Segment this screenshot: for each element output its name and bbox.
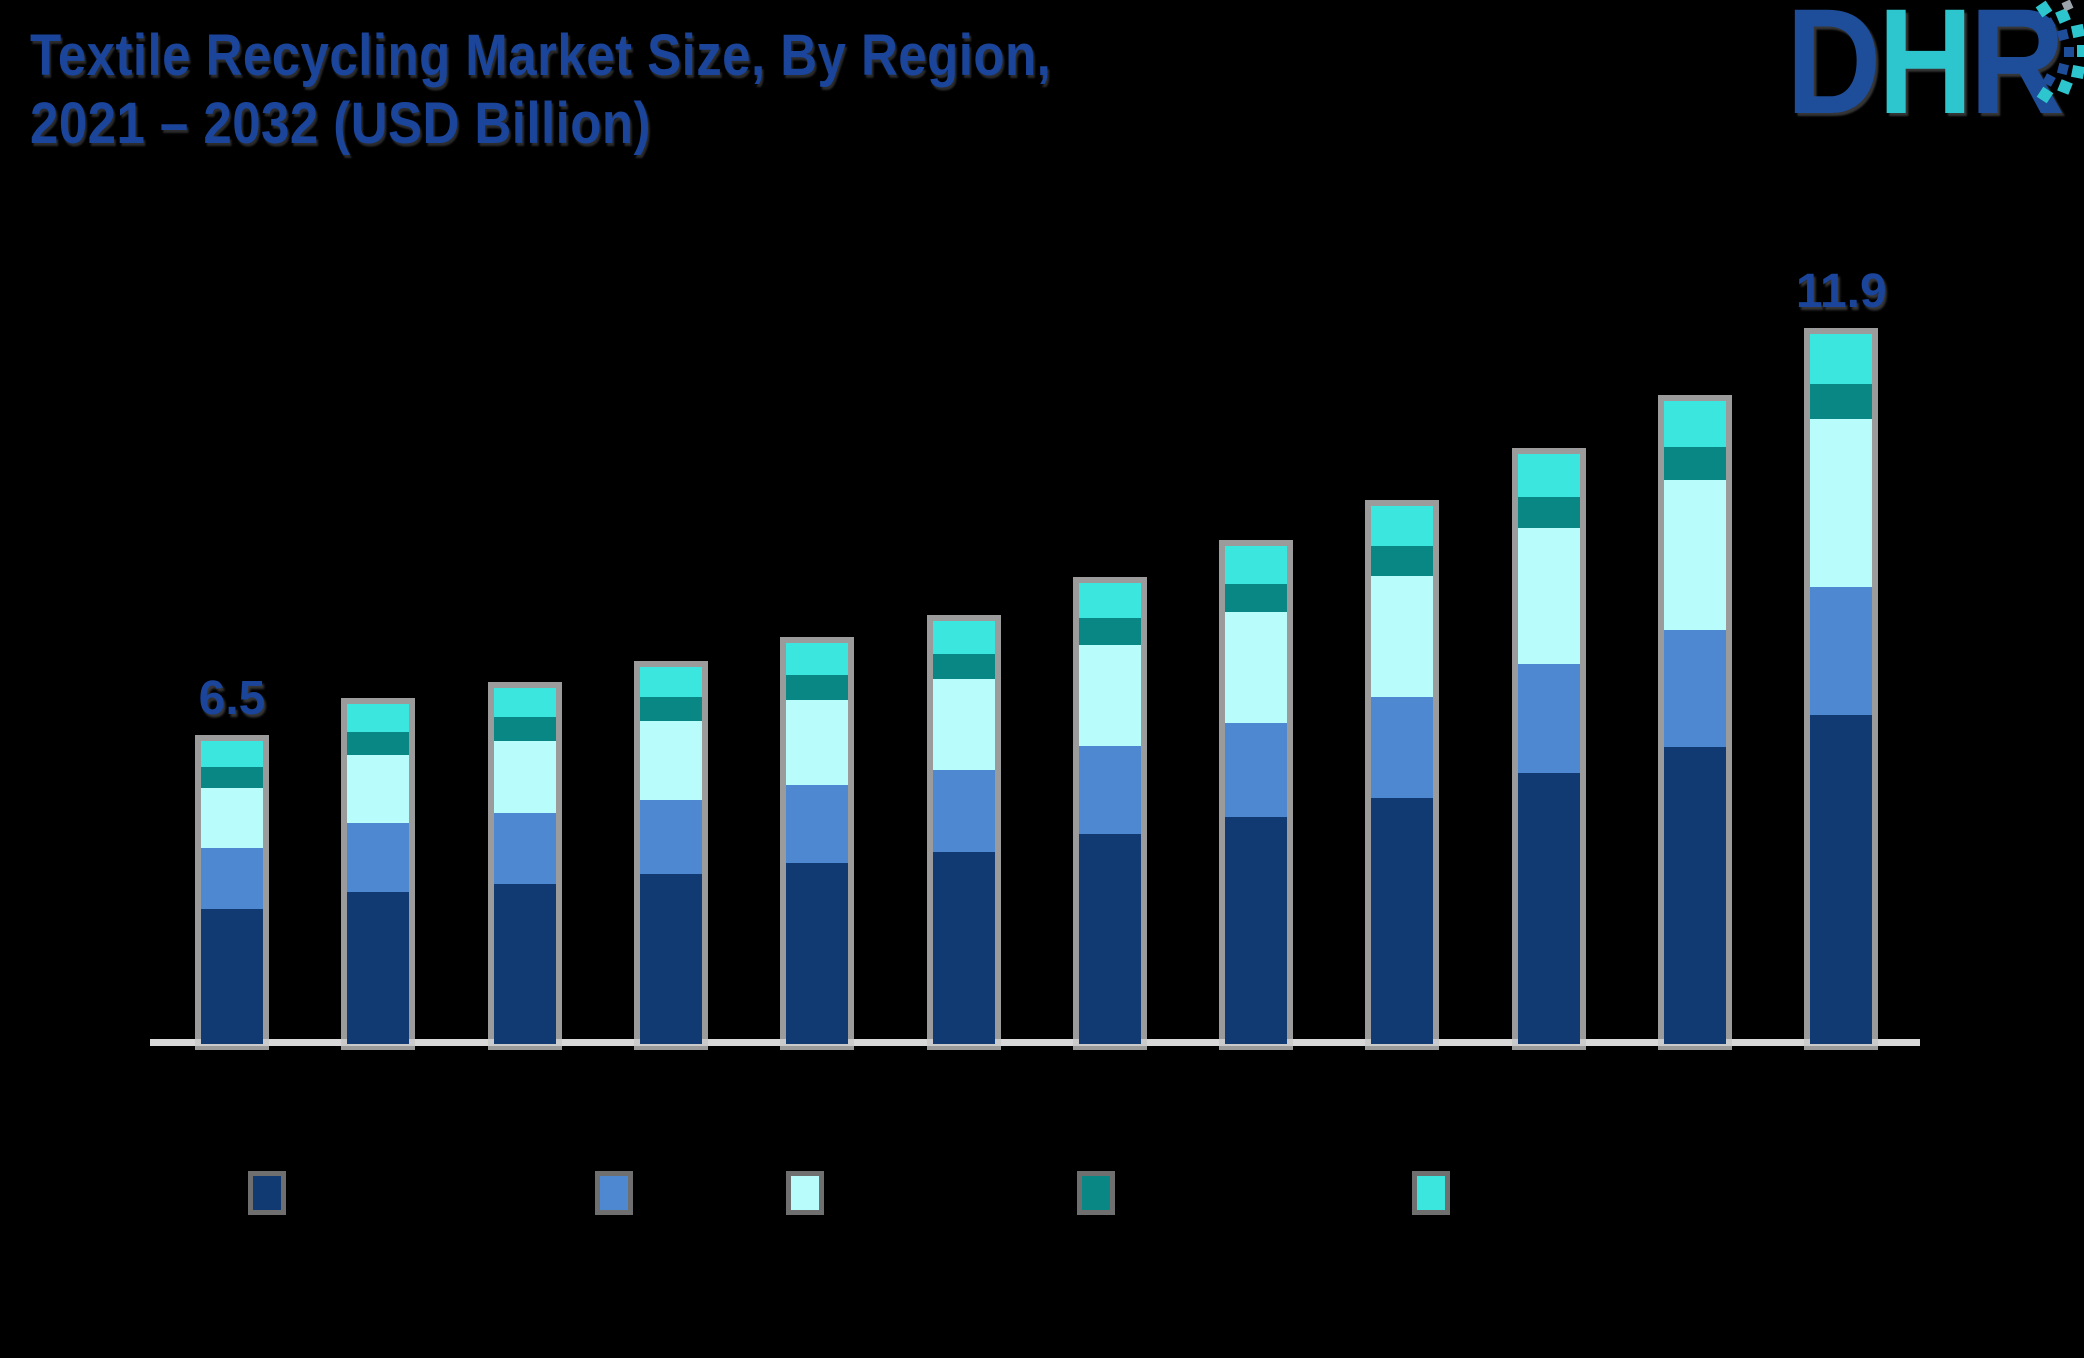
segment-region-series-blue-2024 (640, 799, 702, 875)
segment-region-series-turquoise-2031 (1664, 401, 1726, 448)
bar-2031 (1664, 401, 1726, 1044)
logo-burst-square (2071, 64, 2084, 79)
segment-region-series-blue-2025 (786, 784, 848, 864)
segment-region-series-turquoise-2027 (1079, 583, 1141, 619)
segment-region-series-teal-2029 (1371, 546, 1433, 576)
segment-region-series-palecyan-2025 (786, 699, 848, 785)
bar-2025 (786, 643, 848, 1044)
dhr-logo-text: DHR (1786, 0, 2065, 136)
dhr-logo: DHR (1786, 0, 2084, 136)
bar-2029 (1371, 506, 1433, 1044)
segment-region-series-turquoise-2028 (1225, 546, 1287, 584)
bar-2021 (201, 741, 263, 1044)
segment-region-series-palecyan-2022 (347, 755, 409, 824)
segment-region-series-navy-2030 (1518, 773, 1580, 1044)
segment-region-series-teal-2022 (347, 732, 409, 756)
segment-region-series-blue-2028 (1225, 722, 1287, 817)
segment-region-series-blue-2021 (201, 847, 263, 910)
segment-region-series-navy-2031 (1664, 747, 1726, 1044)
segment-region-series-palecyan-2024 (640, 721, 702, 800)
segment-region-series-blue-2032 (1810, 586, 1872, 716)
segment-region-series-teal-2027 (1079, 618, 1141, 646)
chart-title-line2: 2021 – 2032 (USD Billion) (30, 91, 651, 156)
segment-region-series-turquoise-2024 (640, 667, 702, 698)
segment-region-series-turquoise-2030 (1518, 454, 1580, 498)
segment-region-series-navy-2021 (201, 909, 263, 1044)
segment-region-series-teal-2032 (1810, 384, 1872, 419)
segment-region-series-palecyan-2028 (1225, 612, 1287, 723)
segment-region-series-navy-2029 (1371, 797, 1433, 1044)
segment-region-series-turquoise-2023 (494, 688, 556, 718)
segment-region-series-turquoise-2029 (1371, 506, 1433, 547)
segment-region-series-teal-2024 (640, 697, 702, 722)
segment-region-series-blue-2027 (1079, 745, 1141, 835)
segment-region-series-navy-2032 (1810, 715, 1872, 1044)
bar-2027 (1079, 583, 1141, 1044)
segment-region-series-teal-2031 (1664, 447, 1726, 480)
segment-region-series-turquoise-2032 (1810, 334, 1872, 385)
bar-2032 (1810, 334, 1872, 1044)
segment-region-series-turquoise-2026 (933, 621, 995, 654)
segment-region-series-teal-2021 (201, 766, 263, 788)
bar-value-label-2032: 11.9 (1795, 265, 1887, 318)
segment-region-series-turquoise-2021 (201, 741, 263, 767)
segment-region-series-palecyan-2029 (1371, 575, 1433, 698)
logo-burst-square (2070, 24, 2084, 39)
segment-region-series-blue-2029 (1371, 697, 1433, 798)
chart-title: Textile Recycling Market Size, By Region… (30, 22, 1051, 158)
legend-swatch-region-series-palecyan (791, 1176, 819, 1210)
logo-letter-h: H (1877, 0, 1973, 145)
x-axis-line (150, 1039, 1920, 1046)
bar-2026 (933, 621, 995, 1044)
bar-2022 (347, 704, 409, 1044)
segment-region-series-palecyan-2027 (1079, 645, 1141, 746)
legend-swatch-region-series-turquoise (1417, 1176, 1445, 1210)
segment-region-series-palecyan-2023 (494, 740, 556, 814)
segment-region-series-palecyan-2032 (1810, 418, 1872, 587)
logo-burst-square (2064, 47, 2074, 57)
segment-region-series-turquoise-2022 (347, 704, 409, 733)
chart-title-line1: Textile Recycling Market Size, By Region… (30, 23, 1052, 88)
segment-region-series-navy-2025 (786, 863, 848, 1044)
segment-region-series-teal-2030 (1518, 497, 1580, 529)
bar-2030 (1518, 454, 1580, 1044)
segment-region-series-navy-2024 (640, 874, 702, 1044)
segment-region-series-navy-2028 (1225, 816, 1287, 1044)
segment-region-series-navy-2022 (347, 891, 409, 1044)
segment-region-series-blue-2031 (1664, 629, 1726, 748)
segment-region-series-teal-2026 (933, 653, 995, 680)
bar-value-label-2021: 6.5 (198, 672, 266, 725)
legend-swatch-region-series-teal (1082, 1176, 1110, 1210)
segment-region-series-blue-2023 (494, 813, 556, 885)
bar-2023 (494, 688, 556, 1044)
segment-region-series-navy-2026 (933, 852, 995, 1044)
segment-region-series-palecyan-2021 (201, 788, 263, 848)
segment-region-series-palecyan-2026 (933, 679, 995, 771)
logo-letter-d: D (1786, 0, 1881, 145)
segment-region-series-blue-2026 (933, 770, 995, 853)
segment-region-series-navy-2027 (1079, 834, 1141, 1044)
segment-region-series-teal-2023 (494, 717, 556, 741)
segment-region-series-blue-2022 (347, 823, 409, 892)
segment-region-series-turquoise-2025 (786, 643, 848, 675)
bar-2028 (1225, 546, 1287, 1044)
segment-region-series-teal-2028 (1225, 583, 1287, 613)
legend-swatch-region-series-navy (253, 1176, 281, 1210)
segment-region-series-palecyan-2030 (1518, 528, 1580, 664)
segment-region-series-blue-2030 (1518, 664, 1580, 774)
segment-region-series-palecyan-2031 (1664, 479, 1726, 630)
bar-2024 (640, 667, 702, 1044)
logo-burst-square (2076, 45, 2084, 58)
legend-swatch-region-series-blue (600, 1176, 628, 1210)
segment-region-series-teal-2025 (786, 674, 848, 700)
segment-region-series-navy-2023 (494, 884, 556, 1044)
